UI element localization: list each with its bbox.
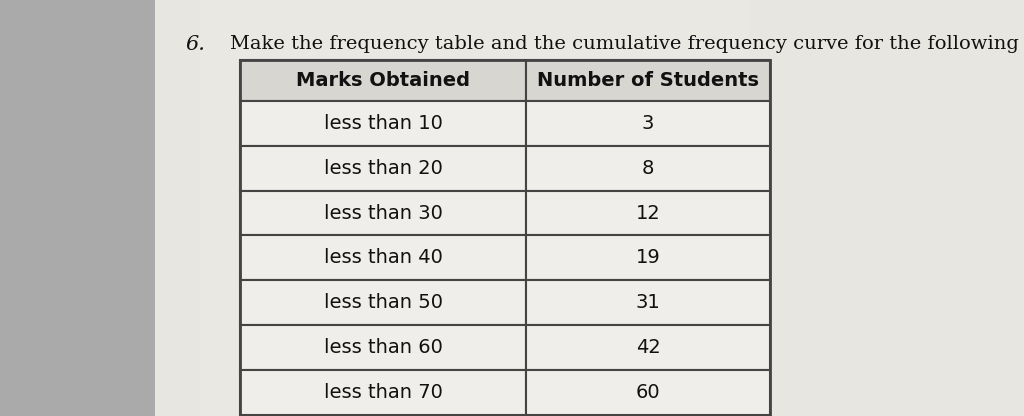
Bar [240, 235, 526, 280]
Text: 12: 12 [636, 203, 660, 223]
Bar [0, 0, 155, 416]
Bar [526, 191, 770, 235]
Text: Marks Obtained: Marks Obtained [296, 71, 470, 90]
Bar [240, 325, 526, 370]
Text: 6.: 6. [185, 35, 205, 54]
Text: 3: 3 [642, 114, 654, 133]
Text: less than 30: less than 30 [324, 203, 442, 223]
Text: Make the frequency table and the cumulative frequency curve for the following: Make the frequency table and the cumulat… [230, 35, 1019, 53]
Bar [240, 280, 526, 325]
Bar [526, 280, 770, 325]
Text: less than 40: less than 40 [324, 248, 442, 267]
Text: 8: 8 [642, 158, 654, 178]
Bar [240, 370, 526, 415]
Text: 42: 42 [636, 338, 660, 357]
Text: less than 20: less than 20 [324, 158, 442, 178]
Text: 19: 19 [636, 248, 660, 267]
Bar [240, 191, 526, 235]
Text: 60: 60 [636, 383, 660, 402]
Bar [240, 146, 526, 191]
Bar [526, 325, 770, 370]
Bar [526, 146, 770, 191]
Bar [240, 60, 526, 101]
Bar [526, 60, 770, 101]
Bar [155, 0, 1024, 416]
Text: less than 70: less than 70 [324, 383, 442, 402]
Text: Number of Students: Number of Students [538, 71, 759, 90]
Bar [240, 60, 770, 415]
Text: less than 50: less than 50 [324, 293, 442, 312]
Text: less than 60: less than 60 [324, 338, 442, 357]
Text: less than 10: less than 10 [324, 114, 442, 133]
Bar [200, 0, 750, 416]
Bar [240, 101, 526, 146]
Bar [526, 235, 770, 280]
Bar [526, 370, 770, 415]
Text: 31: 31 [636, 293, 660, 312]
Bar [526, 101, 770, 146]
